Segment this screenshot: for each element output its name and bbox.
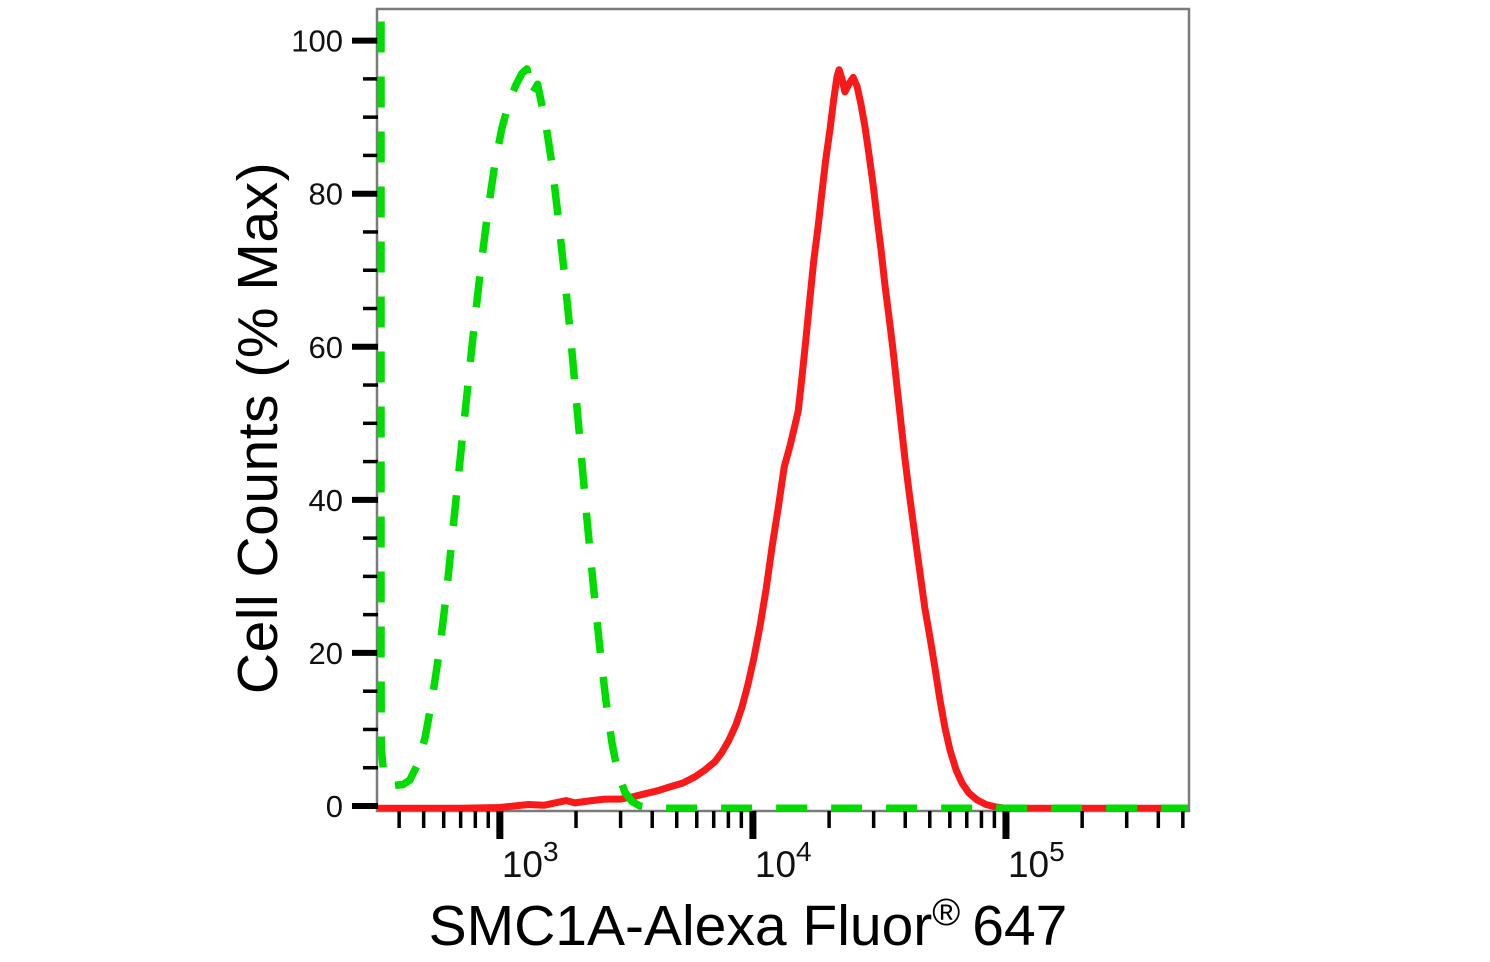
y-axis-tick-label: 0 <box>326 789 343 824</box>
y-axis-tick-label: 20 <box>309 636 343 671</box>
x-axis-tick-label: 105 <box>1008 836 1065 885</box>
y-axis-tick-label: 60 <box>309 330 343 365</box>
series-curve-negative-control <box>377 21 1188 811</box>
x-axis-tick-label: 103 <box>502 836 559 885</box>
y-axis-title: Cell Counts (% Max) <box>226 161 290 695</box>
registered-trademark-symbol: ® <box>932 892 961 934</box>
x-axis-title-main: SMC1A-Alexa Fluor <box>428 894 933 958</box>
y-axis-tick-label: 40 <box>309 483 343 518</box>
x-axis-title: SMC1A-Alexa Fluor® 647 <box>428 892 1068 959</box>
series-curve-SMC1A-Alexa-Fluor-647 <box>378 66 1188 811</box>
x-axis-title-suffix: 647 <box>972 894 1068 958</box>
y-axis-tick-label: 100 <box>291 24 343 59</box>
x-axis-tick-label: 104 <box>755 836 812 885</box>
y-axis-tick-label: 80 <box>309 177 343 212</box>
